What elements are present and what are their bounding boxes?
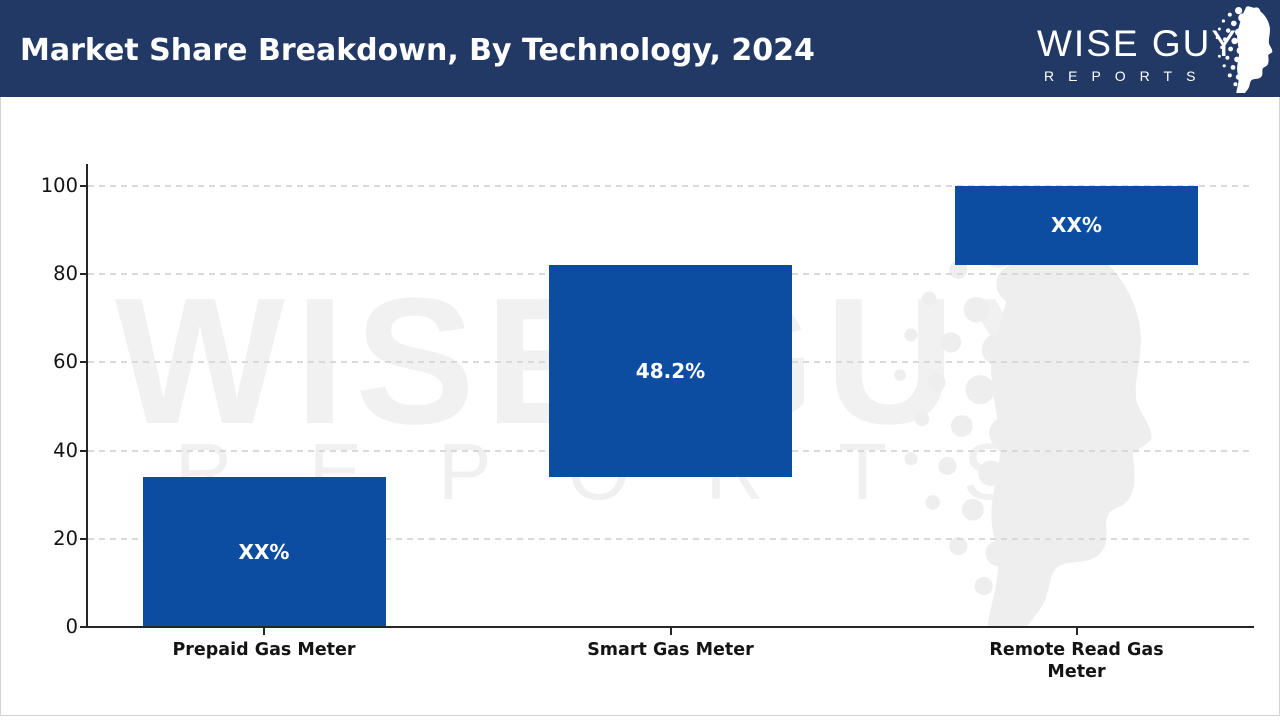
chart-title: Market Share Breakdown, By Technology, 2…	[20, 33, 815, 68]
y-axis-line	[86, 164, 88, 628]
bar-remote-read-gas-meter: XX%	[955, 186, 1198, 265]
bar-value-label: 48.2%	[635, 358, 706, 383]
logo-face-icon	[1215, 6, 1273, 93]
gridline-20	[88, 537, 1254, 540]
x-axis-line	[86, 626, 1254, 628]
bar-prepaid-gas-meter: XX%	[142, 477, 386, 627]
x-tick-1	[669, 627, 672, 635]
y-tick-100	[80, 185, 87, 188]
x-label-0: Prepaid Gas Meter	[172, 640, 356, 660]
y-tick-60	[80, 361, 87, 364]
logo-reports-text: REPORTS	[1044, 68, 1210, 84]
x-tick-0	[263, 627, 265, 635]
logo-wordmark: WISE GUY	[1037, 23, 1239, 64]
bar-value-label: XX%	[1051, 213, 1102, 238]
x-label-1: Smart Gas Meter	[587, 640, 754, 660]
bar-value-label: XX%	[238, 540, 290, 565]
y-tick-label-40: 40	[53, 438, 78, 462]
y-tick-label-0: 0	[65, 615, 78, 638]
y-tick-0	[80, 626, 87, 628]
y-tick-80	[80, 273, 87, 276]
watermark-face-logo	[894, 231, 1152, 626]
y-tick-label-80: 80	[53, 262, 78, 286]
gridline-100	[88, 185, 1254, 188]
header-bar: Market Share Breakdown, By Technology, 2…	[0, 0, 1280, 97]
x-tick-2	[1075, 627, 1078, 635]
bar-smart-gas-meter: 48.2%	[549, 264, 792, 478]
y-tick-20	[80, 537, 87, 540]
x-label-2: Remote Read Gas Meter	[989, 640, 1164, 682]
y-tick-label-60: 60	[53, 350, 78, 374]
y-tick-label-100: 100	[40, 174, 78, 198]
y-tick-40	[80, 449, 87, 452]
y-tick-label-20: 20	[53, 526, 78, 550]
